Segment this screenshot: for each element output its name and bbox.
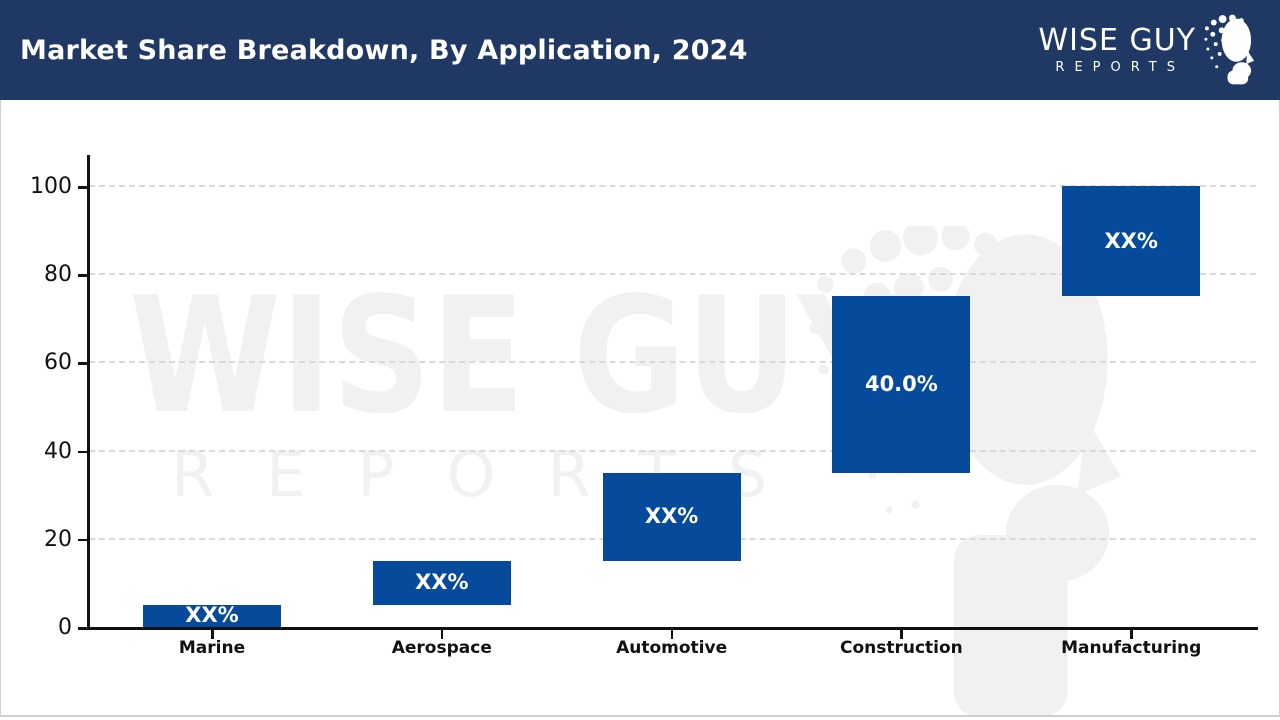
y-tick-20 bbox=[78, 538, 87, 542]
bar-marine: XX% bbox=[143, 603, 281, 628]
logo-wordmark: WISE GUY bbox=[1038, 23, 1196, 58]
gridline-100 bbox=[89, 185, 1256, 187]
gridline-80 bbox=[89, 273, 1256, 276]
y-tick-100 bbox=[78, 186, 87, 189]
y-tick-label-60: 60 bbox=[44, 350, 72, 376]
x-tick-aerospace bbox=[440, 630, 444, 639]
category-label-manufacturing: Manufacturing bbox=[1061, 638, 1202, 658]
y-tick-label-0: 0 bbox=[58, 615, 72, 640]
y-tick-label-40: 40 bbox=[44, 438, 72, 464]
y-axis-line bbox=[87, 155, 90, 629]
face-dots-icon bbox=[1204, 14, 1255, 85]
chart-title: Market Share Breakdown, By Application, … bbox=[20, 34, 748, 66]
x-tick-automotive bbox=[670, 630, 674, 639]
bar-label-aerospace: XX% bbox=[415, 570, 469, 595]
category-label-automotive: Automotive bbox=[616, 638, 728, 658]
y-tick-40 bbox=[78, 450, 87, 454]
y-tick-label-20: 20 bbox=[44, 526, 72, 552]
bar-label-manufacturing: XX% bbox=[1104, 228, 1158, 253]
category-label-construction: Construction bbox=[839, 638, 963, 658]
x-tick-manufacturing bbox=[1130, 630, 1133, 639]
x-tick-construction bbox=[900, 630, 903, 639]
y-tick-60 bbox=[78, 362, 87, 365]
y-tick-80 bbox=[78, 274, 87, 277]
wise-guy-reports-logo: WISE GUY REPORTS bbox=[1038, 13, 1256, 87]
logo-text: WISE GUY REPORTS bbox=[1038, 23, 1196, 75]
category-label-aerospace: Aerospace bbox=[391, 638, 492, 658]
x-axis-line bbox=[87, 627, 1258, 630]
y-tick-label-100: 100 bbox=[30, 174, 72, 199]
y-tick-0 bbox=[78, 627, 87, 630]
bar-automotive: XX% bbox=[602, 472, 741, 561]
bar-label-marine: XX% bbox=[185, 603, 239, 628]
plot-area: XX% XX% XX% 40.0% XX% 0 20 40 60 80 100 Marine Aeros… bbox=[1, 100, 1279, 715]
bar-aerospace: XX% bbox=[372, 560, 511, 605]
y-tick-label-80: 80 bbox=[44, 262, 72, 288]
watermark-wordmark: WISE GUY bbox=[129, 262, 898, 449]
logo-subtitle: REPORTS bbox=[1055, 60, 1186, 75]
x-tick-marine bbox=[211, 630, 214, 639]
category-label-marine: Marine bbox=[178, 638, 246, 658]
bar-label-construction: 40.0% bbox=[864, 371, 938, 396]
bar-construction: 40.0% bbox=[832, 296, 971, 473]
bar-label-automotive: XX% bbox=[644, 504, 699, 529]
header-bar: Market Share Breakdown, By Application, … bbox=[0, 0, 1280, 100]
gridline-40 bbox=[89, 449, 1256, 452]
bar-manufacturing: XX% bbox=[1062, 186, 1201, 297]
chart-area: WISE GUY REPORTS XX% XX% XX% 40.0% XX% 0 20 40 6… bbox=[0, 100, 1280, 717]
gridline-60 bbox=[89, 361, 1256, 364]
